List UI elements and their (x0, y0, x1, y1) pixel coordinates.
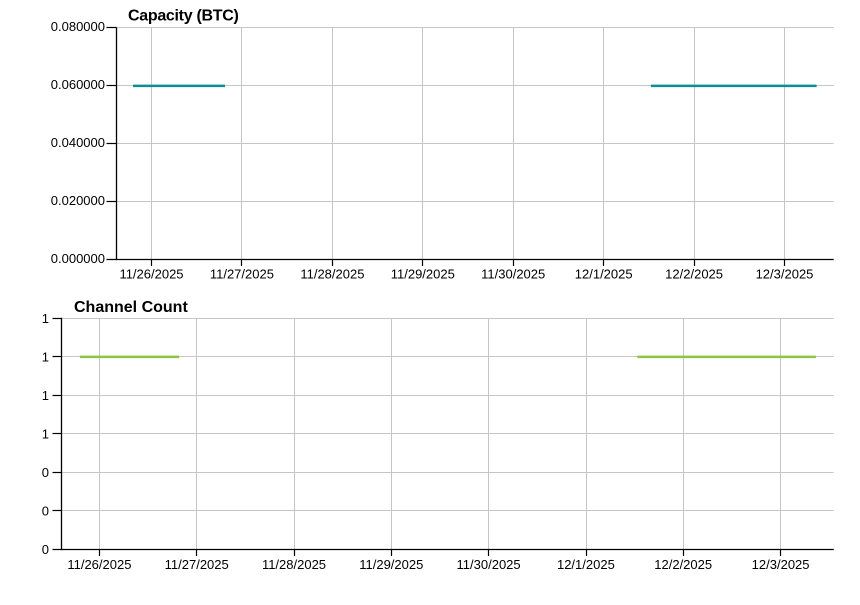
svg-text:0.060000: 0.060000 (51, 77, 105, 92)
svg-text:0.080000: 0.080000 (51, 19, 105, 34)
svg-text:11/26/2025: 11/26/2025 (119, 267, 183, 282)
svg-text:1: 1 (42, 350, 49, 365)
svg-text:0.000000: 0.000000 (51, 251, 105, 266)
svg-text:Channel Count: Channel Count (74, 299, 188, 316)
svg-text:12/2/2025: 12/2/2025 (665, 267, 723, 282)
svg-text:1: 1 (42, 311, 49, 326)
svg-text:11/27/2025: 11/27/2025 (210, 267, 274, 282)
svg-text:11/30/2025: 11/30/2025 (481, 267, 545, 282)
svg-text:1: 1 (42, 388, 49, 403)
svg-text:12/1/2025: 12/1/2025 (575, 267, 633, 282)
svg-text:Capacity (BTC): Capacity (BTC) (128, 7, 238, 24)
svg-text:11/29/2025: 11/29/2025 (359, 557, 423, 572)
svg-text:11/28/2025: 11/28/2025 (262, 557, 326, 572)
svg-text:0: 0 (42, 465, 49, 480)
svg-text:12/2/2025: 12/2/2025 (654, 557, 712, 572)
svg-text:11/26/2025: 11/26/2025 (67, 557, 131, 572)
svg-text:11/30/2025: 11/30/2025 (457, 557, 521, 572)
svg-text:0: 0 (42, 503, 49, 518)
svg-text:11/28/2025: 11/28/2025 (300, 267, 364, 282)
svg-text:12/1/2025: 12/1/2025 (557, 557, 615, 572)
svg-text:11/27/2025: 11/27/2025 (165, 557, 229, 572)
svg-text:0.040000: 0.040000 (51, 135, 105, 150)
svg-text:1: 1 (42, 426, 49, 441)
svg-text:11/29/2025: 11/29/2025 (391, 267, 455, 282)
svg-text:12/3/2025: 12/3/2025 (756, 267, 814, 282)
svg-text:0: 0 (42, 542, 49, 557)
svg-text:0.020000: 0.020000 (51, 193, 105, 208)
svg-text:12/3/2025: 12/3/2025 (752, 557, 810, 572)
